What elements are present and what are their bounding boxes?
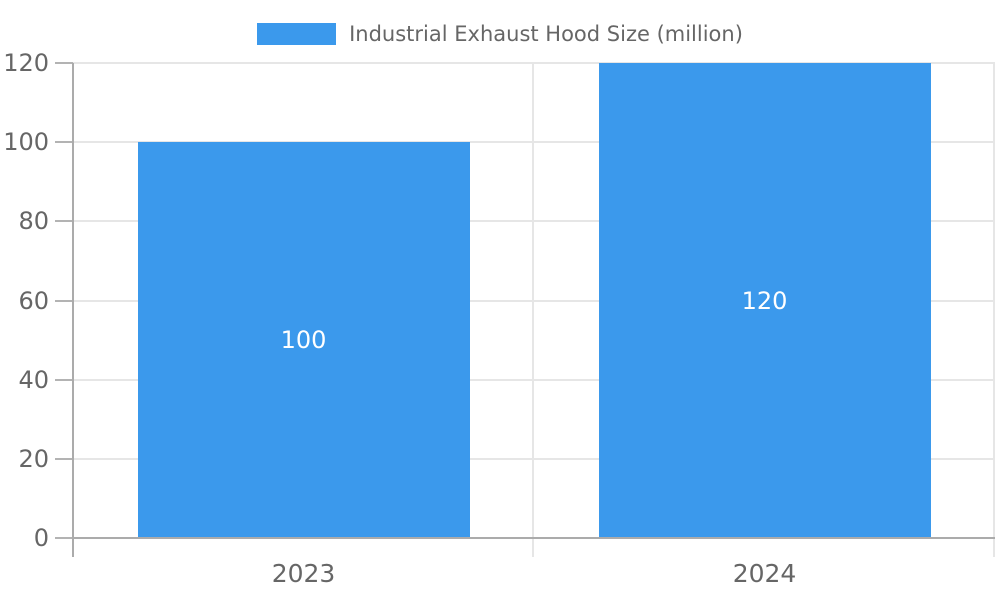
bar[interactable] bbox=[598, 63, 931, 538]
y-tick-mark bbox=[55, 141, 73, 144]
gridline-y bbox=[73, 457, 995, 460]
gridline-x bbox=[993, 63, 995, 538]
chart-legend[interactable]: Industrial Exhaust Hood Size (million) bbox=[0, 16, 1000, 52]
y-axis-tick-label: 100 bbox=[3, 128, 49, 157]
x-tick-mark bbox=[532, 538, 534, 557]
gridline-x bbox=[532, 63, 534, 538]
x-axis-tick-label: 2024 bbox=[732, 559, 797, 588]
y-axis-tick-label: 40 bbox=[18, 365, 49, 394]
y-axis-tick-label: 60 bbox=[18, 286, 49, 315]
bar-value-label: 100 bbox=[280, 326, 327, 355]
x-tick-mark bbox=[993, 538, 995, 557]
gridline-y bbox=[73, 62, 995, 64]
bar[interactable] bbox=[137, 142, 470, 538]
y-axis-tick-label: 20 bbox=[18, 444, 49, 473]
y-axis-line bbox=[72, 63, 74, 557]
y-tick-mark bbox=[55, 299, 73, 302]
y-tick-mark bbox=[55, 537, 73, 539]
x-axis-tick-label: 2023 bbox=[271, 559, 336, 588]
gridline-y bbox=[73, 299, 995, 302]
y-tick-mark bbox=[55, 62, 73, 64]
y-axis-tick-label: 0 bbox=[33, 524, 49, 552]
gridline-y bbox=[73, 141, 995, 144]
gridline-y bbox=[73, 220, 995, 223]
bar-value-label: 120 bbox=[741, 286, 788, 315]
y-axis-tick-label: 80 bbox=[18, 207, 49, 236]
y-tick-mark bbox=[55, 220, 73, 223]
gridline-y bbox=[73, 378, 995, 381]
y-tick-mark bbox=[55, 457, 73, 460]
y-tick-mark bbox=[55, 378, 73, 381]
x-axis-line bbox=[73, 537, 995, 539]
legend-label: Industrial Exhaust Hood Size (million) bbox=[349, 22, 743, 46]
legend-swatch-icon bbox=[257, 23, 337, 45]
plot-area: 0 20 40 60 80 100 120 100 2023 120 2024 bbox=[3, 49, 995, 588]
y-axis-tick-label: 120 bbox=[3, 49, 49, 77]
